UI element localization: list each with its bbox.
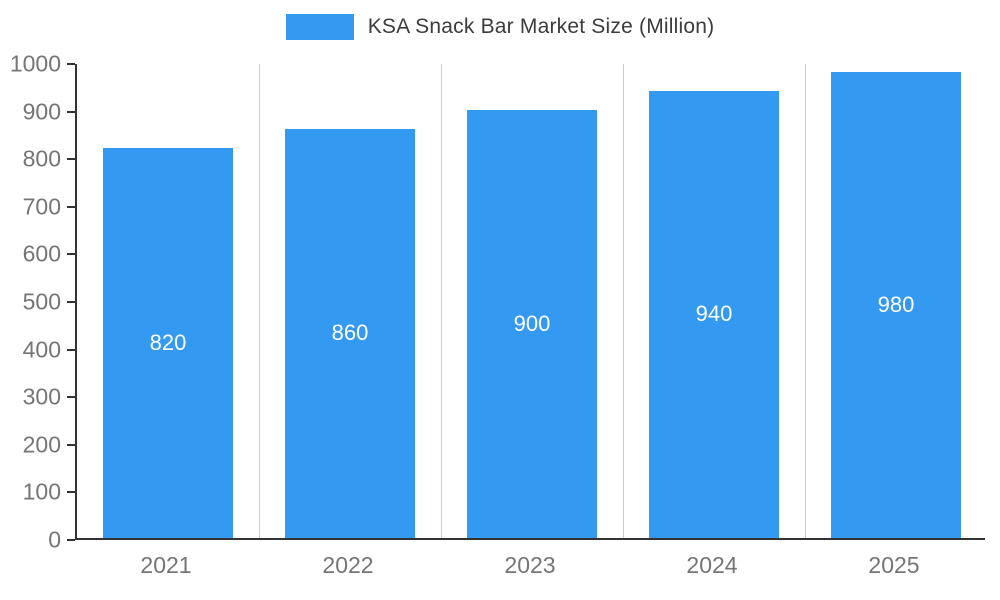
plot-area: 820 860 900 940 980 [75,64,985,540]
bar: 860 [285,128,415,538]
y-tick-label: 500 [22,288,61,315]
bar-value-label: 860 [331,320,369,346]
y-tick-mark [67,348,75,351]
y-tick-label: 300 [22,383,61,410]
y-tick-label: 900 [22,98,61,125]
y-tick-label: 800 [22,145,61,172]
y-tick-label: 100 [22,478,61,505]
y-tick-mark [67,110,75,113]
y-axis: 0 100 200 300 400 500 600 700 800 900 1000 [0,51,75,553]
bar-value-label: 980 [877,291,915,317]
y-tick-mark [67,539,75,541]
x-tick-label: 2022 [322,552,374,578]
gridline [622,64,624,538]
gridline [440,64,442,538]
x-tick-label: 2021 [140,552,192,578]
legend-label: KSA Snack Bar Market Size (Million) [367,15,715,38]
y-tick-label: 0 [48,526,61,553]
x-tick-label: 2024 [686,552,738,578]
bar: 820 [103,147,233,538]
y-tick-label: 700 [22,193,61,220]
bar: 980 [831,71,961,538]
x-tick-label: 2023 [504,552,556,578]
y-tick-mark [67,301,75,303]
y-tick-mark [67,63,75,65]
y-tick-label: 600 [22,240,61,267]
gridline [804,64,806,538]
y-tick-label: 200 [22,431,61,458]
y-tick-mark [67,396,75,399]
legend-swatch [285,14,354,40]
y-tick-mark [67,443,75,446]
y-tick-mark [67,205,75,208]
y-tick-label: 1000 [9,50,61,77]
x-axis: 2021 2022 2023 2024 2025 [75,552,985,592]
bar-value-label: 820 [149,329,187,355]
bar-value-label: 900 [513,310,551,336]
y-tick-mark [67,158,75,161]
y-tick-mark [67,253,75,256]
bar-value-label: 940 [695,301,733,327]
gridline [258,64,260,538]
legend: KSA Snack Bar Market Size (Million) [0,14,1000,40]
y-tick-label: 400 [22,336,61,363]
bar: 940 [649,90,779,538]
bar: 900 [467,109,597,538]
x-tick-label: 2025 [868,552,920,578]
y-tick-mark [67,491,75,494]
